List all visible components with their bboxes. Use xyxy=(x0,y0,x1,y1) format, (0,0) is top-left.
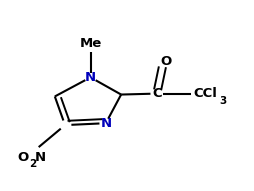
Text: N: N xyxy=(35,151,46,164)
Text: 2: 2 xyxy=(29,159,36,169)
Text: C: C xyxy=(151,87,161,100)
Text: O: O xyxy=(17,151,28,164)
Text: N: N xyxy=(100,117,111,130)
Text: O: O xyxy=(160,55,171,68)
Text: 3: 3 xyxy=(219,96,226,106)
Text: N: N xyxy=(85,71,96,84)
Text: Me: Me xyxy=(79,37,101,50)
Text: CCl: CCl xyxy=(193,87,217,100)
